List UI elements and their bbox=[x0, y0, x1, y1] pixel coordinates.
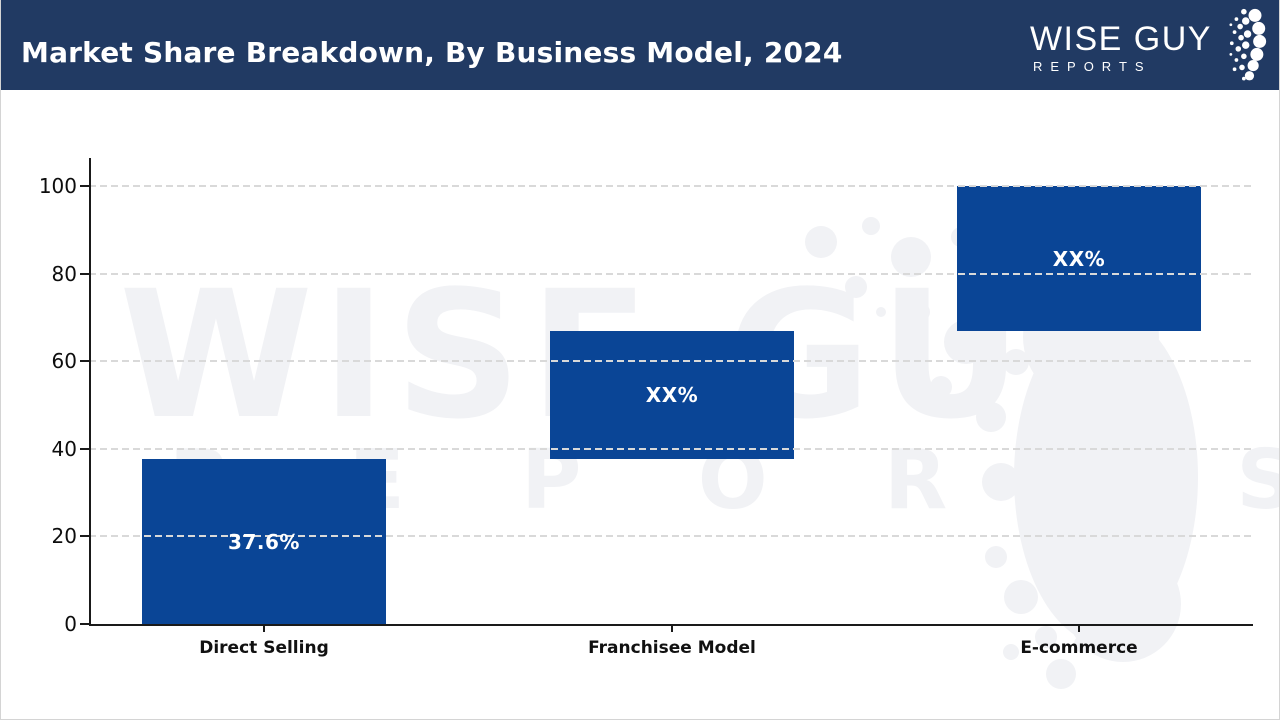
plot-area: 0 20 40 60 80 100 37.6% Direct Selling XX% Franch… bbox=[1, 90, 1279, 719]
wiseguy-logo: WISE GUY REPORTS bbox=[1030, 8, 1267, 86]
gridline bbox=[89, 273, 1253, 275]
bar bbox=[142, 459, 386, 624]
logo-subtitle: REPORTS bbox=[1032, 58, 1152, 74]
y-axis bbox=[89, 158, 91, 626]
page-title: Market Share Breakdown, By Business Mode… bbox=[21, 36, 843, 69]
y-tick-label: 20 bbox=[51, 524, 77, 548]
x-tick bbox=[1078, 626, 1080, 632]
chart-header: Market Share Breakdown, By Business Mode… bbox=[1, 0, 1279, 90]
bar-value-label: XX% bbox=[1052, 246, 1106, 271]
bar-value-label: 37.6% bbox=[228, 529, 300, 554]
y-tick bbox=[80, 448, 89, 450]
y-tick bbox=[80, 535, 89, 537]
x-axis bbox=[89, 624, 1253, 626]
x-category-label: Direct Selling bbox=[199, 638, 329, 658]
gridline bbox=[89, 448, 1253, 450]
y-tick-label: 100 bbox=[38, 174, 77, 198]
y-tick bbox=[80, 273, 89, 275]
y-tick-label: 40 bbox=[51, 437, 77, 461]
bar bbox=[550, 331, 794, 459]
bar-value-label: XX% bbox=[645, 383, 699, 407]
logo-face-icon bbox=[1229, 8, 1267, 81]
y-tick-label: 60 bbox=[51, 349, 77, 373]
y-tick bbox=[80, 360, 89, 362]
x-category-label: Franchisee Model bbox=[588, 638, 756, 658]
x-tick bbox=[263, 626, 265, 632]
x-tick bbox=[671, 626, 673, 632]
x-category-label: E-commerce bbox=[1020, 638, 1138, 658]
logo-text: WISE GUY REPORTS bbox=[1030, 22, 1212, 73]
gridline bbox=[89, 185, 1253, 187]
y-tick bbox=[80, 185, 89, 187]
bar bbox=[957, 186, 1201, 331]
y-tick-label: 0 bbox=[64, 612, 77, 636]
y-tick bbox=[80, 623, 89, 625]
logo-wordmark: WISE GUY bbox=[1029, 19, 1212, 58]
gridline bbox=[89, 535, 1253, 537]
gridline bbox=[89, 360, 1253, 362]
y-tick-label: 80 bbox=[51, 262, 77, 286]
